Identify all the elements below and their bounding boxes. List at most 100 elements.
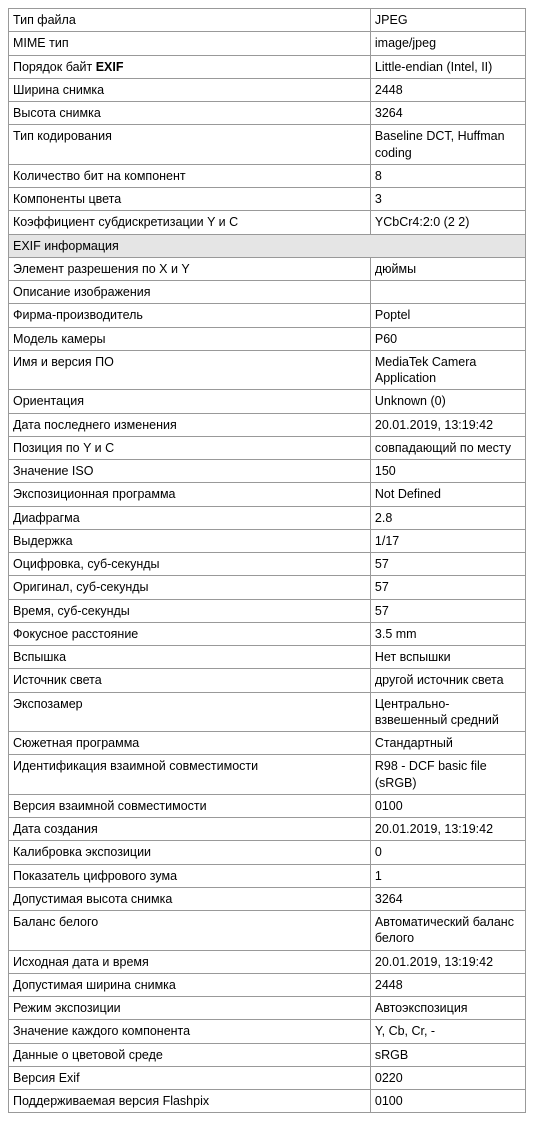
row-label: Количество бит на компонент xyxy=(9,164,371,187)
table-row: Элемент разрешения по X и Yдюймы xyxy=(9,257,526,280)
row-label: Фирма-производитель xyxy=(9,304,371,327)
table-row: Оригинал, суб-секунды57 xyxy=(9,576,526,599)
row-value: Стандартный xyxy=(370,732,525,755)
row-value: 3264 xyxy=(370,102,525,125)
row-label: Имя и версия ПО xyxy=(9,350,371,390)
row-label: Значение каждого компонента xyxy=(9,1020,371,1043)
row-label: Идентификация взаимной совместимости xyxy=(9,755,371,795)
row-label: Элемент разрешения по X и Y xyxy=(9,257,371,280)
row-value: 0100 xyxy=(370,794,525,817)
table-row: Баланс белогоАвтоматический баланс белог… xyxy=(9,911,526,951)
row-label: Дата создания xyxy=(9,818,371,841)
row-value: 1/17 xyxy=(370,529,525,552)
row-label: Вспышка xyxy=(9,646,371,669)
row-value: Y, Cb, Cr, - xyxy=(370,1020,525,1043)
table-row: Порядок байт EXIFLittle-endian (Intel, I… xyxy=(9,55,526,78)
row-label: Высота снимка xyxy=(9,102,371,125)
table-row: Режим экспозицииАвтоэкспозиция xyxy=(9,997,526,1020)
row-value: 3.5 mm xyxy=(370,622,525,645)
table-row: Описание изображения xyxy=(9,281,526,304)
table-row: Экспозиционная программаNot Defined xyxy=(9,483,526,506)
table-row: Коэффициент субдискретизации Y и CYCbCr4… xyxy=(9,211,526,234)
row-label: Дата последнего изменения xyxy=(9,413,371,436)
table-row: Допустимая ширина снимка2448 xyxy=(9,973,526,996)
table-row: Значение ISO150 xyxy=(9,460,526,483)
row-value: 2448 xyxy=(370,78,525,101)
table-row: Компоненты цвета3 xyxy=(9,188,526,211)
row-label: Источник света xyxy=(9,669,371,692)
row-value: 57 xyxy=(370,576,525,599)
row-label: Показатель цифрового зума xyxy=(9,864,371,887)
row-label: Версия Exif xyxy=(9,1066,371,1089)
table-row: Калибровка экспозиции0 xyxy=(9,841,526,864)
row-label: Калибровка экспозиции xyxy=(9,841,371,864)
table-row: MIME типimage/jpeg xyxy=(9,32,526,55)
row-value: 8 xyxy=(370,164,525,187)
table-row: Версия взаимной совместимости0100 xyxy=(9,794,526,817)
table-row: Сюжетная программаСтандартный xyxy=(9,732,526,755)
row-value: другой источник света xyxy=(370,669,525,692)
row-label: Тип кодирования xyxy=(9,125,371,165)
row-label: Баланс белого xyxy=(9,911,371,951)
row-value: Poptel xyxy=(370,304,525,327)
row-label: Порядок байт EXIF xyxy=(9,55,371,78)
table-row: Фокусное расстояние3.5 mm xyxy=(9,622,526,645)
row-value: Unknown (0) xyxy=(370,390,525,413)
table-row: Показатель цифрового зума1 xyxy=(9,864,526,887)
table-row: Позиция по Y и Cсовпадающий по месту xyxy=(9,436,526,459)
table-row: Значение каждого компонентаY, Cb, Cr, - xyxy=(9,1020,526,1043)
table-row: Тип кодированияBaseline DCT, Huffman cod… xyxy=(9,125,526,165)
row-value: 1 xyxy=(370,864,525,887)
row-label: Оцифровка, суб-секунды xyxy=(9,553,371,576)
table-row: Данные о цветовой средеsRGB xyxy=(9,1043,526,1066)
row-value: Нет вспышки xyxy=(370,646,525,669)
row-value: 57 xyxy=(370,599,525,622)
row-value: 20.01.2019, 13:19:42 xyxy=(370,950,525,973)
section-header-row: EXIF информация xyxy=(9,234,526,257)
row-label: Версия взаимной совместимости xyxy=(9,794,371,817)
table-row: Высота снимка3264 xyxy=(9,102,526,125)
row-value: sRGB xyxy=(370,1043,525,1066)
row-label: Оригинал, суб-секунды xyxy=(9,576,371,599)
table-row: Исходная дата и время20.01.2019, 13:19:4… xyxy=(9,950,526,973)
table-row: Дата создания20.01.2019, 13:19:42 xyxy=(9,818,526,841)
row-value: Автоматический баланс белого xyxy=(370,911,525,951)
table-row: ЭкспозамерЦентрально-взвешенный средний xyxy=(9,692,526,732)
row-value: Not Defined xyxy=(370,483,525,506)
row-label: Режим экспозиции xyxy=(9,997,371,1020)
table-row: Фирма-производительPoptel xyxy=(9,304,526,327)
row-value: 150 xyxy=(370,460,525,483)
row-label: Поддерживаемая версия Flashpix xyxy=(9,1090,371,1113)
row-label: Позиция по Y и C xyxy=(9,436,371,459)
row-label: Допустимая ширина снимка xyxy=(9,973,371,996)
row-value: 3264 xyxy=(370,887,525,910)
row-value: совпадающий по месту xyxy=(370,436,525,459)
table-row: Диафрагма2.8 xyxy=(9,506,526,529)
row-label: Выдержка xyxy=(9,529,371,552)
table-row: Тип файлаJPEG xyxy=(9,9,526,32)
table-row: Выдержка1/17 xyxy=(9,529,526,552)
section-header-label: EXIF информация xyxy=(9,234,526,257)
row-label: Описание изображения xyxy=(9,281,371,304)
row-value: 0 xyxy=(370,841,525,864)
row-value: Little-endian (Intel, II) xyxy=(370,55,525,78)
row-label: Компоненты цвета xyxy=(9,188,371,211)
row-value: MediaTek Camera Application xyxy=(370,350,525,390)
row-value: JPEG xyxy=(370,9,525,32)
table-row: Имя и версия ПОMediaTek Camera Applicati… xyxy=(9,350,526,390)
table-row: Версия Exif0220 xyxy=(9,1066,526,1089)
row-label: Фокусное расстояние xyxy=(9,622,371,645)
row-value: 0100 xyxy=(370,1090,525,1113)
table-row: Количество бит на компонент8 xyxy=(9,164,526,187)
table-row: Оцифровка, суб-секунды57 xyxy=(9,553,526,576)
table-row: Ширина снимка2448 xyxy=(9,78,526,101)
row-label: Диафрагма xyxy=(9,506,371,529)
row-value: Центрально-взвешенный средний xyxy=(370,692,525,732)
row-value: 3 xyxy=(370,188,525,211)
exif-table: Тип файлаJPEGMIME типimage/jpegПорядок б… xyxy=(8,8,526,1113)
row-label: Экспозиционная программа xyxy=(9,483,371,506)
row-value: P60 xyxy=(370,327,525,350)
row-value: дюймы xyxy=(370,257,525,280)
row-value: Автоэкспозиция xyxy=(370,997,525,1020)
row-value: image/jpeg xyxy=(370,32,525,55)
